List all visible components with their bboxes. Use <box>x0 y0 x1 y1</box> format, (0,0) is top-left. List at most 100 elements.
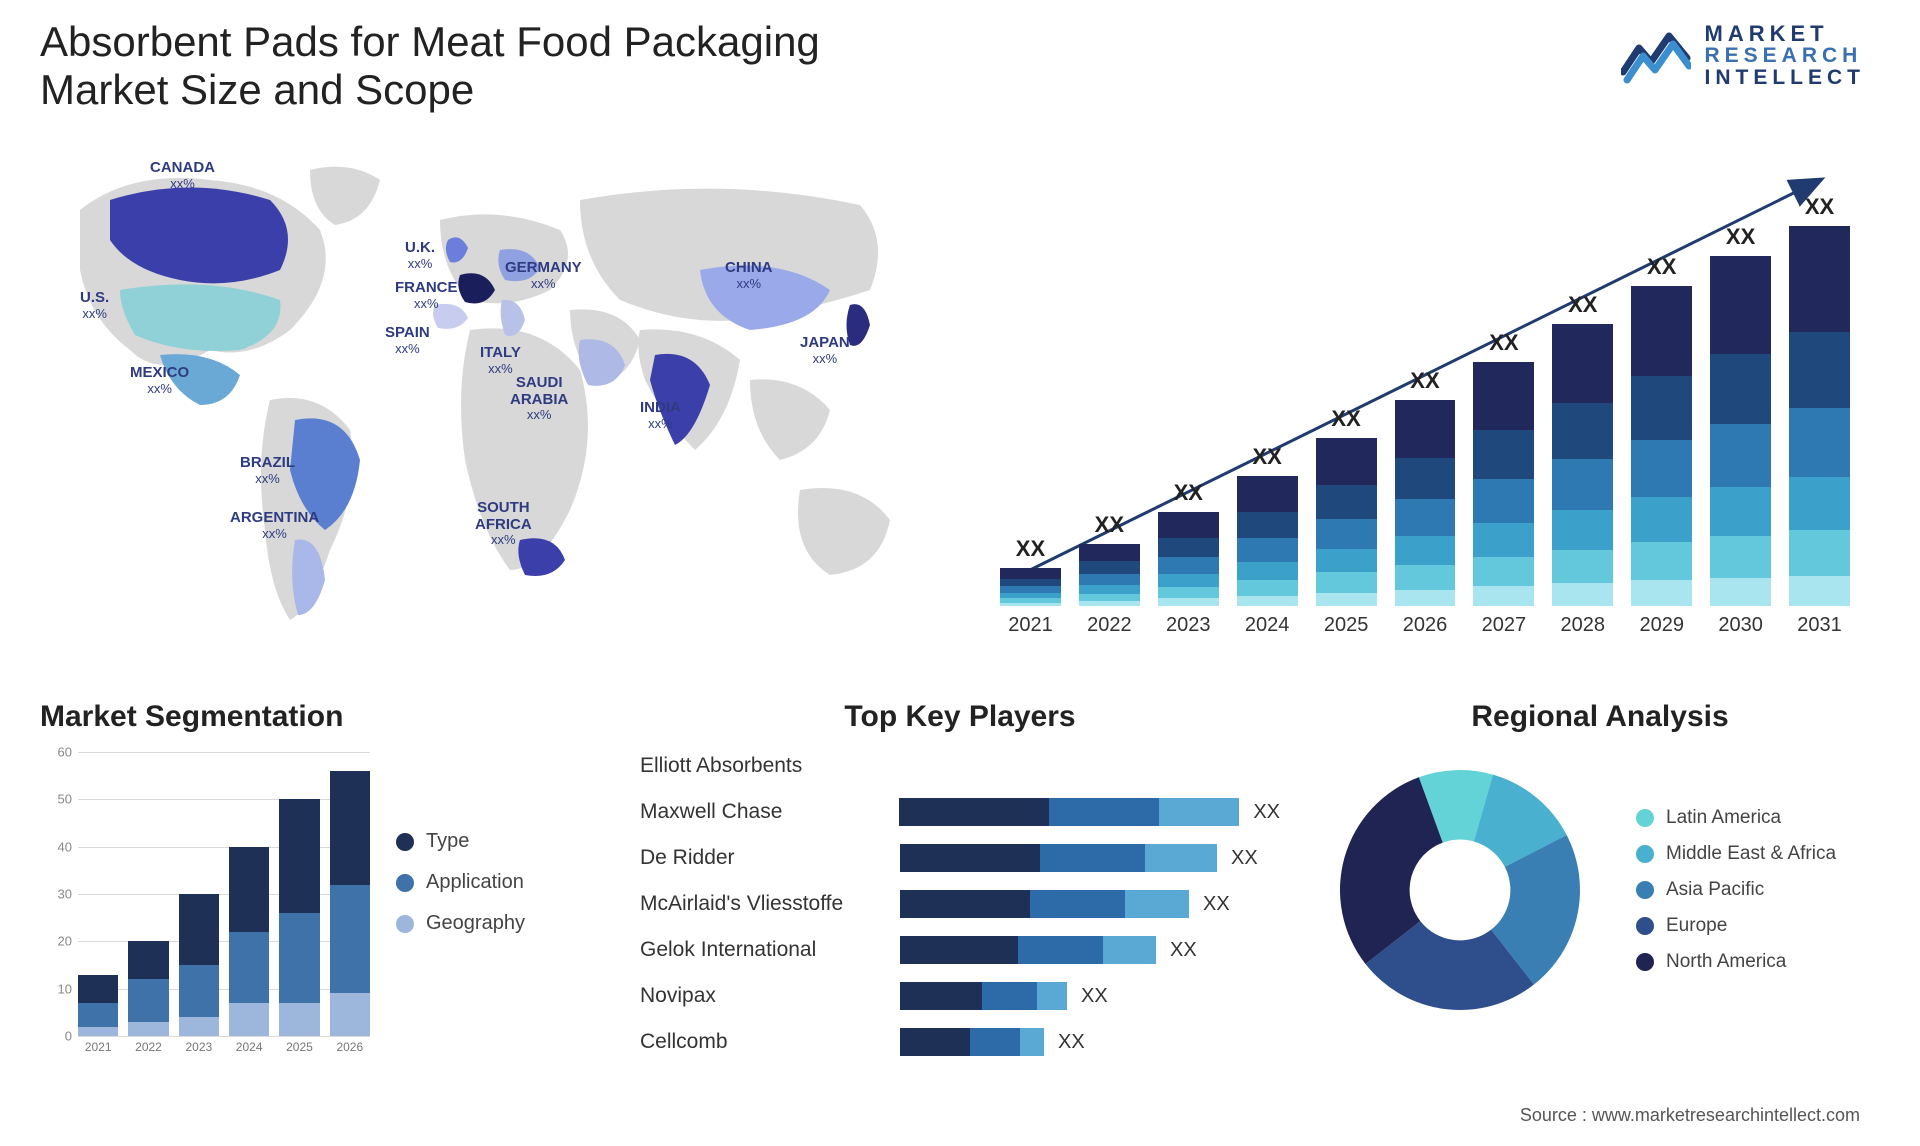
main-bar-2022: XX <box>1079 512 1140 606</box>
seg-legend-item: Geography <box>396 912 525 935</box>
player-bar <box>900 982 1067 1010</box>
main-xaxis-tick: 2031 <box>1789 606 1850 640</box>
main-bar-2028: XX <box>1552 292 1613 606</box>
seg-xaxis-tick: 2022 <box>128 1040 168 1062</box>
player-bar <box>899 798 1239 826</box>
source-text: Source : www.marketresearchintellect.com <box>1520 1105 1860 1126</box>
seg-bar-2026 <box>330 771 370 1036</box>
main-bar-2025: XX <box>1316 406 1377 606</box>
region-legend-label: North America <box>1666 951 1786 973</box>
player-name: Gelok International <box>640 938 900 962</box>
main-xaxis-tick: 2029 <box>1631 606 1692 640</box>
seg-ytick: 50 <box>40 792 72 807</box>
seg-ytick: 30 <box>40 887 72 902</box>
seg-legend-label: Type <box>426 830 469 853</box>
region-legend-label: Asia Pacific <box>1666 879 1764 901</box>
map-label-mexico: MEXICOxx% <box>130 365 189 396</box>
seg-legend-label: Application <box>426 871 524 894</box>
legend-dot-icon <box>1636 881 1654 899</box>
map-label-japan: JAPANxx% <box>800 335 850 366</box>
main-bar-2026: XX <box>1395 368 1456 606</box>
region-legend-item: Europe <box>1636 915 1836 937</box>
seg-ytick: 10 <box>40 981 72 996</box>
region-legend-item: Latin America <box>1636 807 1836 829</box>
seg-bar-2024 <box>229 847 269 1036</box>
region-legend-item: North America <box>1636 951 1836 973</box>
region-legend-label: Europe <box>1666 915 1727 937</box>
regional-legend: Latin America Middle East & Africa Asia Pa… <box>1636 793 1836 987</box>
seg-xaxis-tick: 2021 <box>78 1040 118 1062</box>
player-value: XX <box>1058 1031 1085 1054</box>
main-bar-2024: XX <box>1237 444 1298 606</box>
player-name: Cellcomb <box>640 1030 900 1054</box>
player-name: De Ridder <box>640 846 900 870</box>
map-label-u-k-: U.K.xx% <box>405 240 435 271</box>
player-value: XX <box>1170 939 1197 962</box>
region-legend-item: Asia Pacific <box>1636 879 1836 901</box>
regional-title: Regional Analysis <box>1320 700 1880 734</box>
main-bar-2023: XX <box>1158 480 1219 606</box>
map-label-spain: SPAINxx% <box>385 325 430 356</box>
player-value: XX <box>1081 985 1108 1008</box>
player-name: Elliott Absorbents <box>640 754 900 778</box>
player-value: XX <box>1203 893 1230 916</box>
main-bar-2031: XX <box>1789 194 1850 606</box>
logo-mark-icon <box>1621 28 1691 84</box>
map-label-saudi-arabia: SAUDIARABIAxx% <box>510 375 568 422</box>
main-bar-label: XX <box>1726 224 1755 250</box>
seg-xaxis-tick: 2023 <box>179 1040 219 1062</box>
region-legend-item: Middle East & Africa <box>1636 843 1836 865</box>
map-label-germany: GERMANYxx% <box>505 260 582 291</box>
main-xaxis-tick: 2021 <box>1000 606 1061 640</box>
seg-bar-2022 <box>128 941 168 1036</box>
legend-dot-icon <box>1636 845 1654 863</box>
main-bar-label: XX <box>1647 254 1676 280</box>
player-value: XX <box>1253 801 1280 824</box>
map-label-argentina: ARGENTINAxx% <box>230 510 319 541</box>
player-bar <box>900 890 1189 918</box>
regional-donut-chart <box>1320 750 1600 1030</box>
region-legend-label: Middle East & Africa <box>1666 843 1836 865</box>
main-bar-label: XX <box>1095 512 1124 538</box>
main-bar-2029: XX <box>1631 254 1692 606</box>
seg-bar-2025 <box>279 799 319 1036</box>
map-label-canada: CANADAxx% <box>150 160 215 191</box>
main-bar-label: XX <box>1016 536 1045 562</box>
seg-xaxis-tick: 2026 <box>330 1040 370 1062</box>
main-xaxis-tick: 2024 <box>1237 606 1298 640</box>
map-label-france: FRANCExx% <box>395 280 458 311</box>
player-row: Elliott Absorbents <box>640 748 1280 784</box>
legend-dot-icon <box>1636 809 1654 827</box>
logo-line2: RESEARCH <box>1705 45 1866 67</box>
segmentation-chart: 0102030405060 202120222023202420252026 <box>40 752 370 1062</box>
player-name: McAirlaid's Vliesstoffe <box>640 892 900 916</box>
player-row: Cellcomb XX <box>640 1024 1280 1060</box>
legend-dot-icon <box>1636 917 1654 935</box>
seg-bar-2021 <box>78 975 118 1037</box>
logo-line3: INTELLECT <box>1705 67 1866 89</box>
map-region-italy <box>501 300 525 336</box>
map-label-u-s-: U.S.xx% <box>80 290 109 321</box>
world-map-svg <box>40 150 920 650</box>
brand-logo: MARKET RESEARCH INTELLECT <box>1621 22 1866 89</box>
player-row: Maxwell Chase XX <box>640 794 1280 830</box>
map-label-italy: ITALYxx% <box>480 345 521 376</box>
main-xaxis-tick: 2030 <box>1710 606 1771 640</box>
main-xaxis-tick: 2022 <box>1079 606 1140 640</box>
main-bar-label: XX <box>1489 330 1518 356</box>
market-size-chart: XXXXXXXXXXXXXXXXXXXXXX 20212022202320242… <box>1000 150 1850 640</box>
seg-ytick: 0 <box>40 1029 72 1044</box>
page-title: Absorbent Pads for Meat Food Packaging M… <box>40 18 920 115</box>
seg-ytick: 40 <box>40 839 72 854</box>
map-label-china: CHINAxx% <box>725 260 773 291</box>
player-name: Maxwell Chase <box>640 800 899 824</box>
seg-xaxis-tick: 2024 <box>229 1040 269 1062</box>
main-bar-label: XX <box>1410 368 1439 394</box>
key-players-title: Top Key Players <box>640 700 1280 734</box>
seg-legend-item: Application <box>396 871 525 894</box>
segmentation-section: Market Segmentation 0102030405060 202120… <box>40 700 600 1090</box>
seg-legend-item: Type <box>396 830 525 853</box>
main-bar-2030: XX <box>1710 224 1771 606</box>
seg-xaxis-tick: 2025 <box>279 1040 319 1062</box>
legend-dot-icon <box>1636 953 1654 971</box>
